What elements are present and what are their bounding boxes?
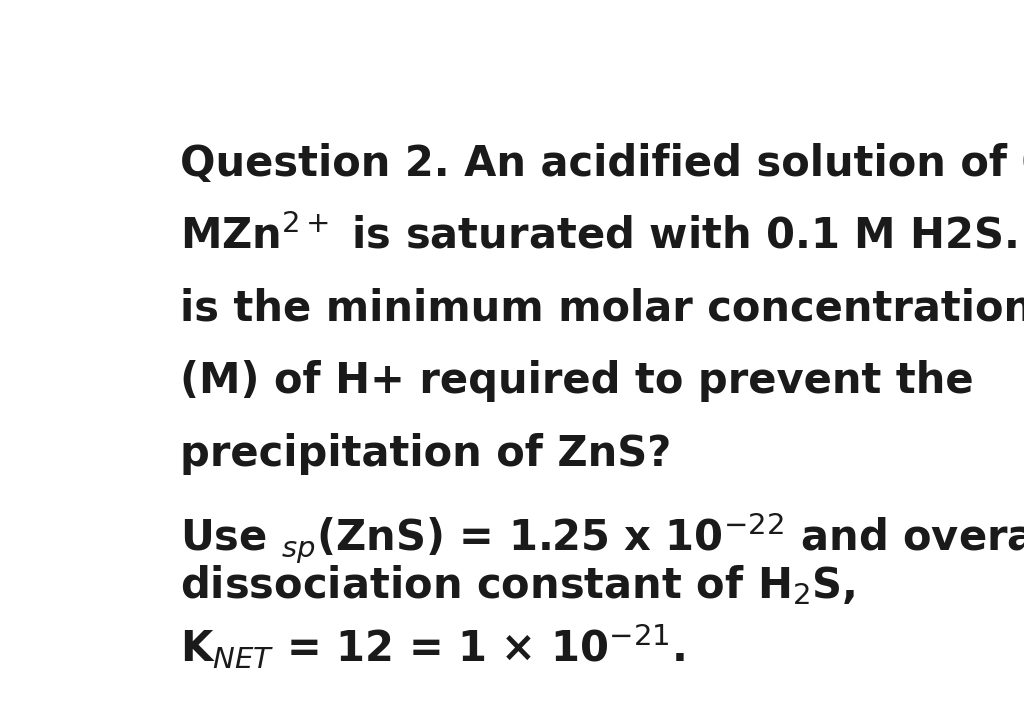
- Text: (M) of H+ required to prevent the: (M) of H+ required to prevent the: [179, 360, 973, 402]
- Text: K$_{NET}$ = 12 = 1 × 10$^{-21}$.: K$_{NET}$ = 12 = 1 × 10$^{-21}$.: [179, 622, 684, 671]
- Text: is the minimum molar concentration: is the minimum molar concentration: [179, 287, 1024, 329]
- Text: precipitation of ZnS?: precipitation of ZnS?: [179, 432, 671, 474]
- Text: Question 2. An acidified solution of 0.05: Question 2. An acidified solution of 0.0…: [179, 143, 1024, 185]
- Text: dissociation constant of H$_{2}$S,: dissociation constant of H$_{2}$S,: [179, 563, 855, 607]
- Text: MZn$^{2+}$ is saturated with 0.1 M H2S. What: MZn$^{2+}$ is saturated with 0.1 M H2S. …: [179, 215, 1024, 258]
- Text: Use $_{sp}$(ZnS) = 1.25 x 10$^{-22}$ and overall: Use $_{sp}$(ZnS) = 1.25 x 10$^{-22}$ and…: [179, 510, 1024, 565]
